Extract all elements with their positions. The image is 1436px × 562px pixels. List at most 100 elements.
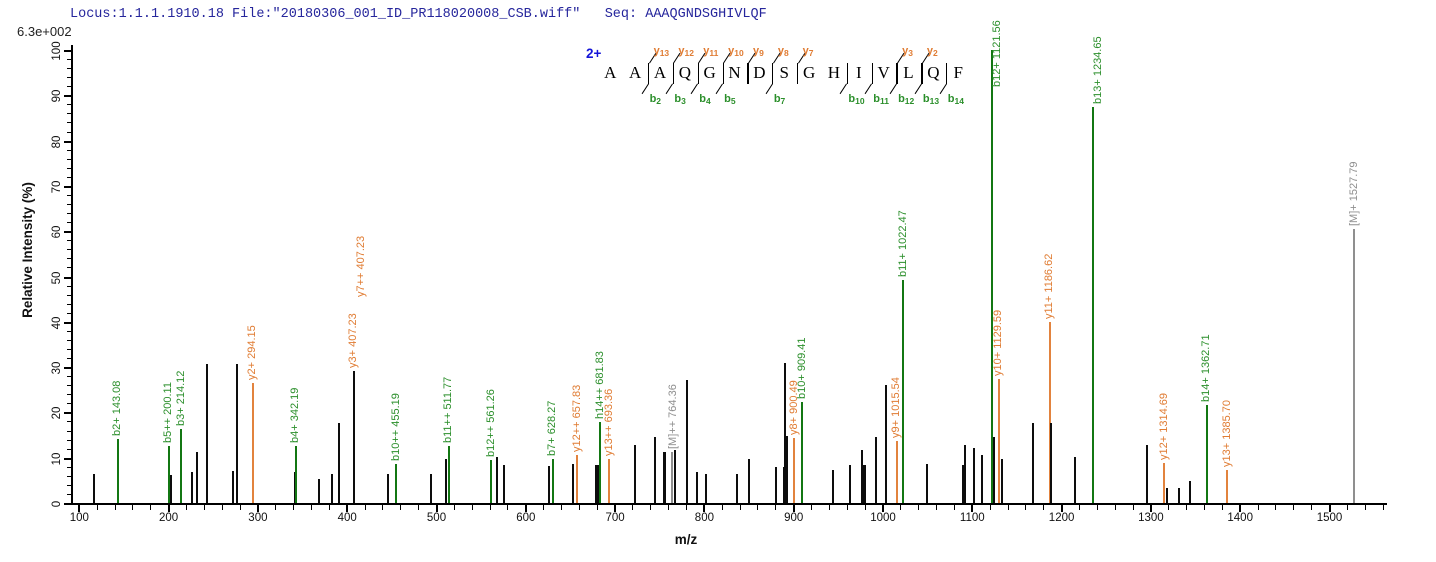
x-minor-tick — [596, 505, 598, 510]
x-axis-title: m/z — [674, 532, 698, 547]
fragment-marker-b-tick — [690, 83, 699, 94]
x-minor-tick — [864, 505, 866, 510]
peak-line — [634, 444, 637, 503]
x-major-tick — [703, 505, 706, 512]
fragment-marker-b-tick — [765, 83, 773, 94]
y-minor-tick — [67, 176, 72, 178]
y-minor-tick — [67, 484, 72, 486]
peak-label: y11+ 1186.62 — [1043, 253, 1056, 320]
x-minor-tick — [936, 505, 938, 510]
y-minor-tick — [67, 303, 72, 305]
sequence-residue: G — [703, 63, 716, 82]
x-minor-tick — [239, 505, 241, 510]
x-tick-label: 1300 — [1138, 512, 1164, 524]
fragment-marker-line — [772, 62, 774, 84]
peak-line — [196, 451, 199, 503]
y-major-tick — [64, 276, 72, 279]
y-minor-tick — [67, 68, 72, 70]
annotated-peak — [997, 378, 1000, 503]
x-minor-tick — [1007, 505, 1009, 510]
x-tick-label: 600 — [516, 512, 536, 524]
peak-line — [863, 464, 866, 503]
x-major-tick — [346, 505, 349, 512]
x-tick-label: 1100 — [959, 512, 985, 524]
b-ion-label: b14 — [947, 93, 964, 106]
x-minor-tick — [1132, 505, 1134, 510]
peak-label: y9+ 1015.54 — [890, 377, 903, 439]
y-tick-label: 40 — [51, 316, 63, 330]
peak-line — [596, 464, 599, 503]
x-minor-tick — [400, 505, 402, 510]
y-major-tick — [64, 457, 72, 460]
fragment-marker-b-tick — [665, 83, 674, 94]
x-minor-tick — [310, 505, 312, 510]
peak-line — [496, 456, 499, 503]
annotated-peak — [180, 429, 183, 503]
x-major-tick — [167, 505, 170, 512]
annotated-peak — [608, 458, 611, 503]
x-minor-tick — [721, 505, 723, 510]
seq-value: AAAQGNDSGHIVLQF — [645, 7, 767, 22]
x-major-tick — [435, 505, 438, 512]
y-minor-tick — [67, 149, 72, 151]
peak-line — [784, 362, 787, 503]
x-minor-tick — [418, 505, 420, 510]
peak-line — [993, 437, 996, 503]
b-ion-label: b5 — [724, 93, 736, 106]
sequence-residue: H — [827, 63, 841, 82]
peak-label: y2+ 294.15 — [246, 325, 259, 381]
x-major-tick — [1149, 505, 1152, 512]
y-major-tick — [64, 50, 72, 52]
peak-line — [330, 474, 333, 503]
x-minor-tick — [900, 505, 902, 510]
locus-file-text: Locus:1.1.1.1910.18 File:"20180306_001_I… — [70, 7, 581, 22]
y-ion-label: y2 — [926, 45, 938, 58]
x-major-tick — [614, 505, 617, 512]
x-minor-tick — [953, 505, 955, 510]
sequence-residue: I — [855, 63, 862, 82]
x-major-tick — [792, 505, 795, 512]
peak-line — [673, 450, 676, 503]
x-minor-tick — [1382, 505, 1384, 510]
y-ion-label: y10 — [728, 45, 744, 58]
x-minor-tick — [453, 505, 455, 510]
x-major-tick — [1239, 505, 1242, 512]
x-minor-tick — [328, 505, 330, 510]
fragment-marker-line — [797, 62, 799, 84]
b-ion-label: b2 — [649, 93, 662, 106]
x-minor-tick — [132, 505, 134, 510]
annotated-peak — [1048, 322, 1051, 503]
x-tick-label: 900 — [784, 512, 804, 524]
fragment-marker-b-tick — [864, 83, 873, 94]
x-minor-tick — [686, 505, 688, 510]
x-minor-tick — [918, 505, 920, 510]
annotated-peak — [551, 459, 554, 503]
annotated-peak — [793, 437, 796, 503]
peak-line — [747, 459, 750, 503]
x-minor-tick — [1114, 505, 1116, 510]
y-minor-tick — [67, 59, 72, 61]
fragment-marker-line — [871, 62, 873, 84]
x-minor-tick — [1346, 505, 1348, 510]
x-minor-tick — [543, 505, 545, 510]
peak-line — [981, 455, 984, 503]
x-minor-tick — [1168, 505, 1170, 510]
annotated-peak — [395, 464, 398, 503]
peak-line — [926, 464, 929, 503]
fragment-marker-line — [747, 62, 749, 84]
peak-label: y10+ 1129.59 — [992, 309, 1005, 376]
peak-line — [962, 465, 965, 503]
y-major-tick — [64, 185, 72, 188]
peak-line — [775, 467, 778, 503]
peak-label: b13+ 1234.65 — [1092, 36, 1105, 105]
y-tick-label: 30 — [51, 361, 63, 375]
peak-label: y7++ 407.23 — [354, 235, 367, 297]
y-minor-tick — [67, 194, 72, 196]
x-minor-tick — [846, 505, 848, 510]
fragment-marker-line — [647, 62, 650, 84]
annotated-peak — [1091, 107, 1094, 503]
fragment-marker-b-tick — [939, 83, 947, 94]
b-ion-label: b11 — [873, 93, 889, 106]
peak-label: y12+ 1314.69 — [1157, 392, 1170, 460]
annotated-peak — [251, 383, 254, 503]
